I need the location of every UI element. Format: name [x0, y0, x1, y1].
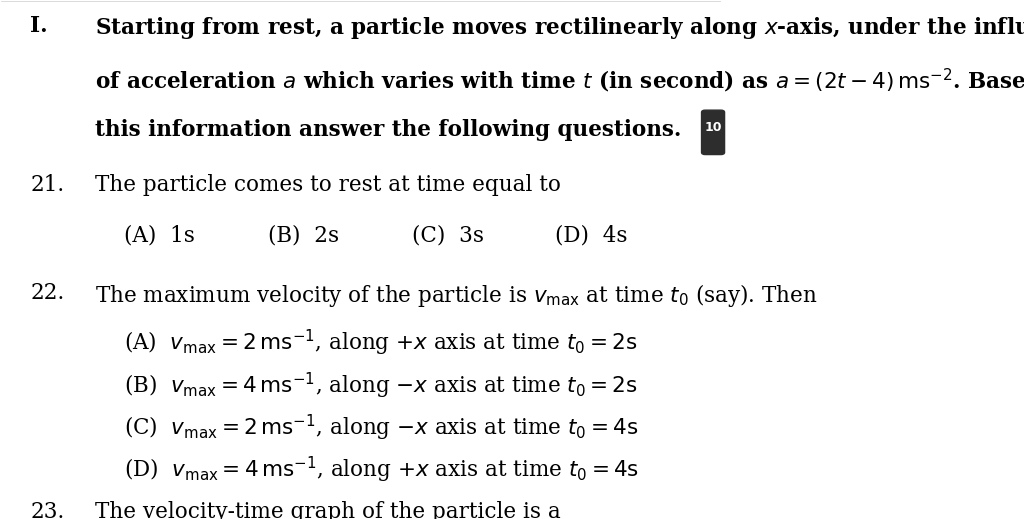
Text: 23.: 23.: [30, 501, 65, 519]
FancyBboxPatch shape: [701, 110, 725, 155]
Text: 21.: 21.: [30, 174, 65, 197]
Text: 22.: 22.: [30, 282, 65, 304]
Text: (D)  $v_{\mathrm{max}} = 4\,\mathrm{ms}^{-1}$, along $+x$ axis at time $t_0 = 4\: (D) $v_{\mathrm{max}} = 4\,\mathrm{ms}^{…: [124, 455, 639, 485]
Text: of acceleration $a$ which varies with time $t$ (in second) as $a = (2t - 4)\,\ma: of acceleration $a$ which varies with ti…: [95, 67, 1024, 95]
Text: The particle comes to rest at time equal to: The particle comes to rest at time equal…: [95, 174, 561, 197]
Text: I.: I.: [30, 15, 48, 37]
Text: Starting from rest, a particle moves rectilinearly along $x$-axis, under the inf: Starting from rest, a particle moves rec…: [95, 15, 1024, 40]
Text: (C)  3s: (C) 3s: [412, 224, 483, 246]
Text: (C)  $v_{\mathrm{max}} = 2\,\mathrm{ms}^{-1}$, along $-x$ axis at time $t_0 = 4\: (C) $v_{\mathrm{max}} = 2\,\mathrm{ms}^{…: [124, 413, 638, 443]
Text: (B)  2s: (B) 2s: [267, 224, 339, 246]
Text: (D)  4s: (D) 4s: [555, 224, 628, 246]
Text: The velocity-time graph of the particle is a: The velocity-time graph of the particle …: [95, 501, 561, 519]
Text: The maximum velocity of the particle is $v_{\mathrm{max}}$ at time $t_0$ (say). : The maximum velocity of the particle is …: [95, 282, 818, 309]
Text: 10: 10: [705, 121, 722, 134]
Text: (B)  $v_{\mathrm{max}} = 4\,\mathrm{ms}^{-1}$, along $-x$ axis at time $t_0 = 2\: (B) $v_{\mathrm{max}} = 4\,\mathrm{ms}^{…: [124, 371, 637, 401]
Text: this information answer the following questions.: this information answer the following qu…: [95, 119, 681, 142]
Text: (A)  1s: (A) 1s: [124, 224, 195, 246]
Text: (A)  $v_{\mathrm{max}} = 2\,\mathrm{ms}^{-1}$, along $+x$ axis at time $t_0 = 2\: (A) $v_{\mathrm{max}} = 2\,\mathrm{ms}^{…: [124, 329, 637, 359]
